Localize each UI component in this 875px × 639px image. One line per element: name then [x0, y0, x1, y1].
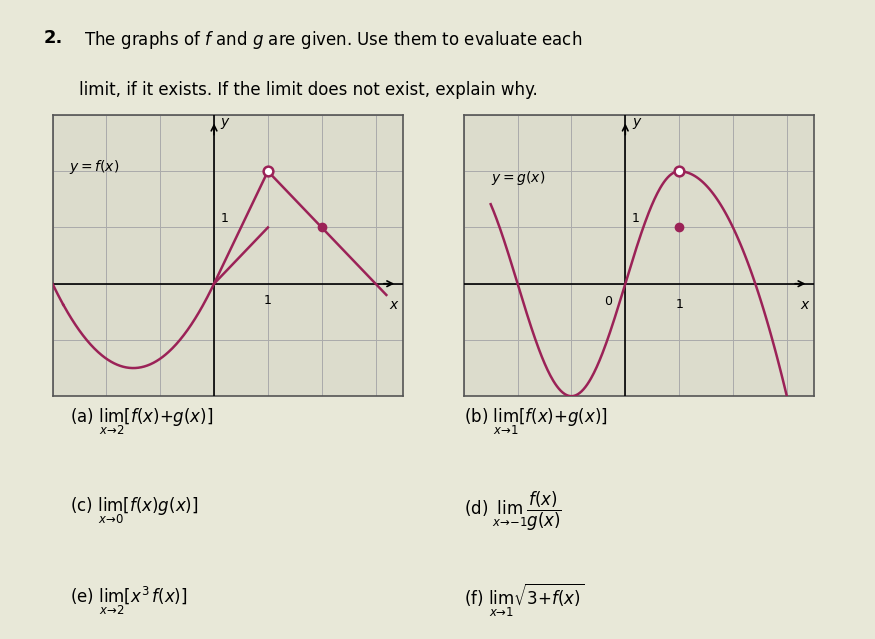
Text: $y$: $y$	[220, 116, 231, 131]
Text: (c) $\lim_{x \to 0}[f(x)g(x)]$: (c) $\lim_{x \to 0}[f(x)g(x)]$	[70, 496, 199, 527]
Text: The graphs of $f$ and $g$ are given. Use them to evaluate each: The graphs of $f$ and $g$ are given. Use…	[79, 29, 582, 50]
Text: 2.: 2.	[44, 29, 63, 47]
Text: 1: 1	[632, 212, 640, 225]
Text: 1: 1	[676, 298, 683, 311]
Text: $x$: $x$	[801, 298, 811, 312]
Text: 1: 1	[264, 294, 272, 307]
Text: (a) $\lim_{x \to 2}[f(x) + g(x)]$: (a) $\lim_{x \to 2}[f(x) + g(x)]$	[70, 406, 213, 437]
Text: (d) $\lim_{x \to -1}\dfrac{f(x)}{g(x)}$: (d) $\lim_{x \to -1}\dfrac{f(x)}{g(x)}$	[464, 489, 562, 533]
Text: (e) $\lim_{x \to 2}[x^3 f(x)]$: (e) $\lim_{x \to 2}[x^3 f(x)]$	[70, 585, 187, 617]
Text: (f) $\lim_{x \to 1}\sqrt{3 + f(x)}$: (f) $\lim_{x \to 1}\sqrt{3 + f(x)}$	[464, 582, 584, 619]
Text: $x$: $x$	[389, 298, 400, 312]
Text: (b) $\lim_{x \to 1}[f(x) + g(x)]$: (b) $\lim_{x \to 1}[f(x) + g(x)]$	[464, 406, 607, 437]
Text: 1: 1	[220, 212, 228, 225]
Text: 0: 0	[604, 295, 612, 308]
Text: limit, if it exists. If the limit does not exist, explain why.: limit, if it exists. If the limit does n…	[79, 81, 537, 98]
Text: $y = g(x)$: $y = g(x)$	[491, 169, 545, 187]
Text: $y$: $y$	[632, 116, 642, 131]
Text: $y = f(x)$: $y = f(x)$	[68, 158, 119, 176]
